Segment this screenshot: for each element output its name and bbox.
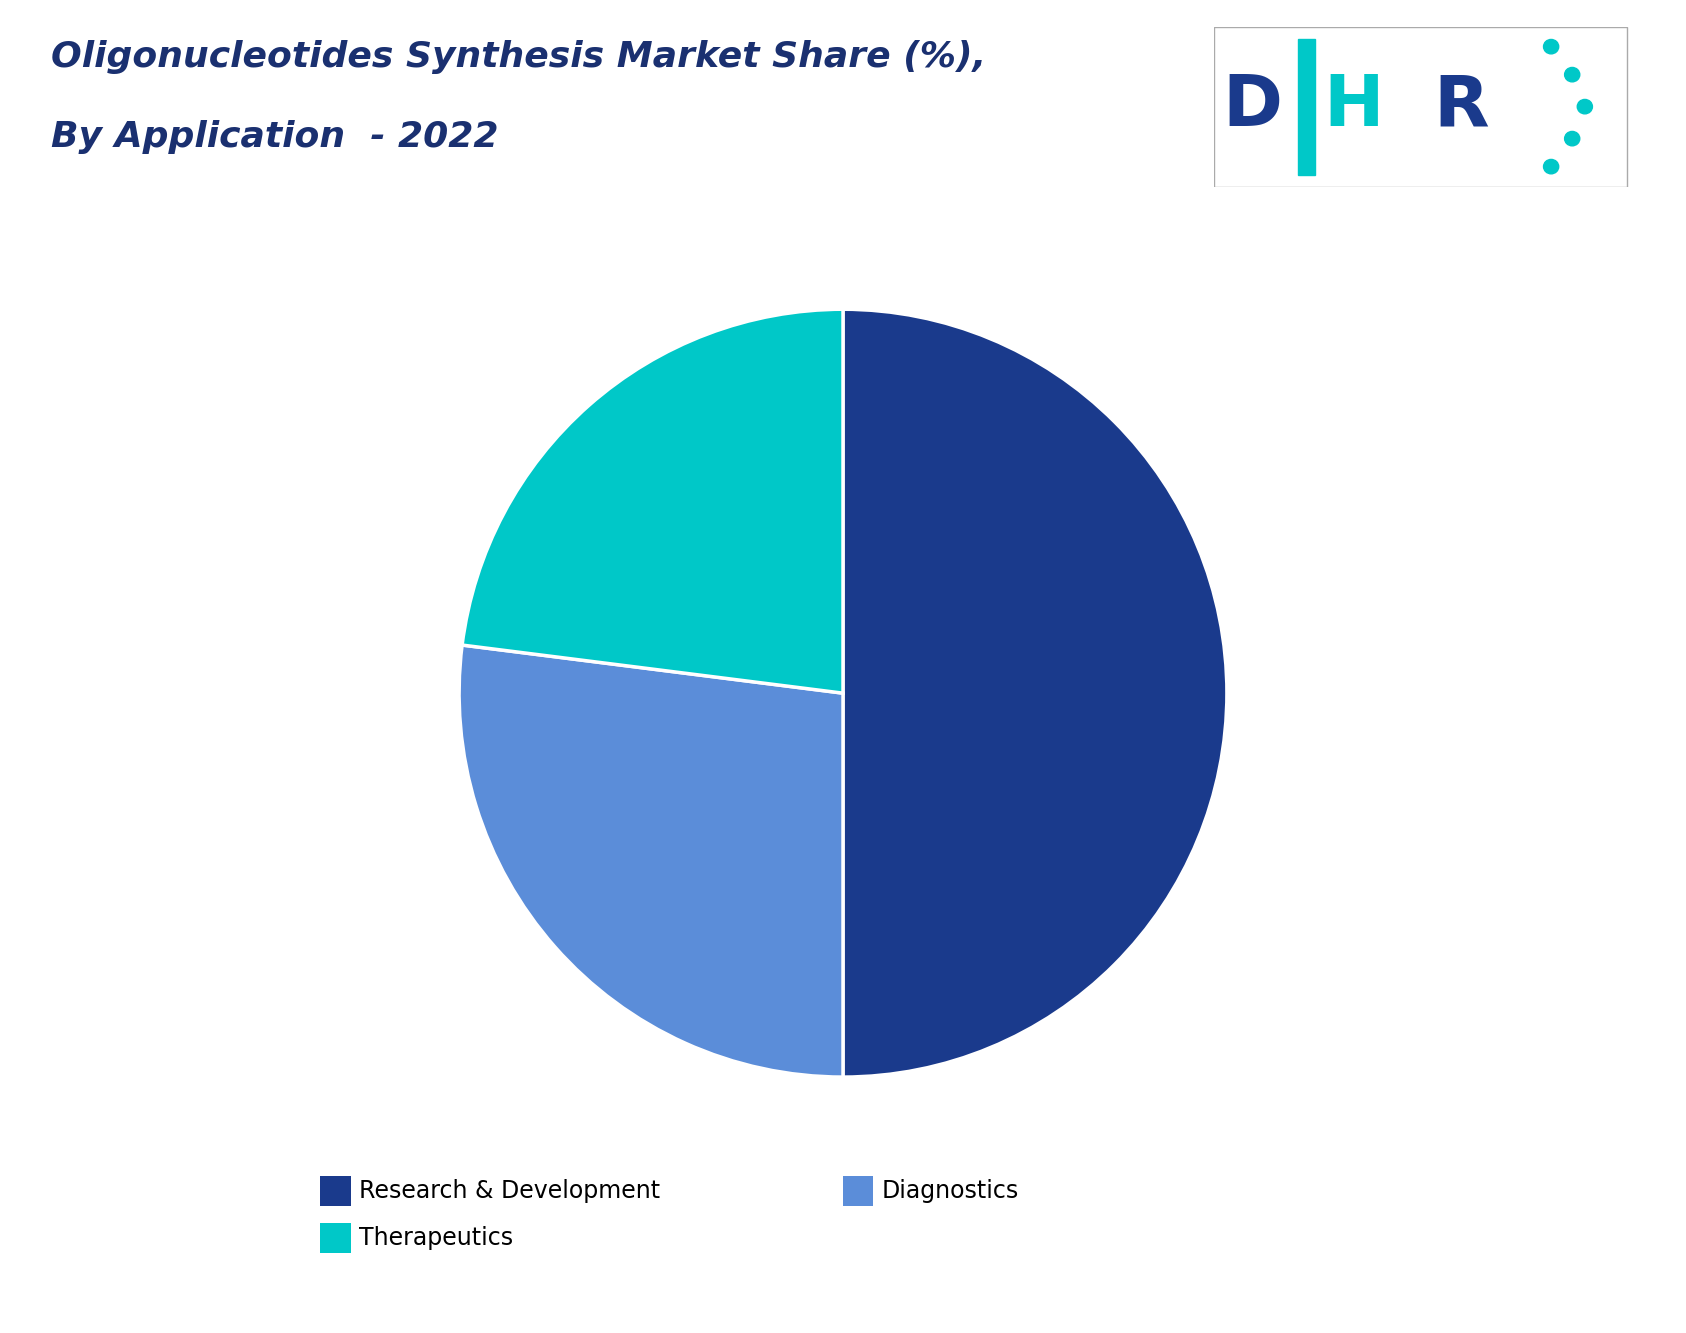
Circle shape [1544, 40, 1558, 53]
Text: R: R [1433, 72, 1489, 141]
Circle shape [1544, 160, 1558, 173]
Wedge shape [459, 645, 843, 1077]
Text: Diagnostics: Diagnostics [882, 1180, 1018, 1204]
Text: D: D [1222, 72, 1283, 141]
Wedge shape [843, 309, 1227, 1077]
Text: Therapeutics: Therapeutics [359, 1226, 513, 1250]
Circle shape [1565, 68, 1580, 81]
Text: By Application  - 2022: By Application - 2022 [51, 120, 497, 155]
Circle shape [1565, 132, 1580, 145]
Bar [1298, 39, 1315, 175]
Text: Oligonucleotides Synthesis Market Share (%),: Oligonucleotides Synthesis Market Share … [51, 40, 986, 75]
Wedge shape [462, 309, 843, 693]
Text: Research & Development: Research & Development [359, 1180, 661, 1204]
Text: H: H [1324, 72, 1384, 141]
Circle shape [1578, 100, 1592, 113]
